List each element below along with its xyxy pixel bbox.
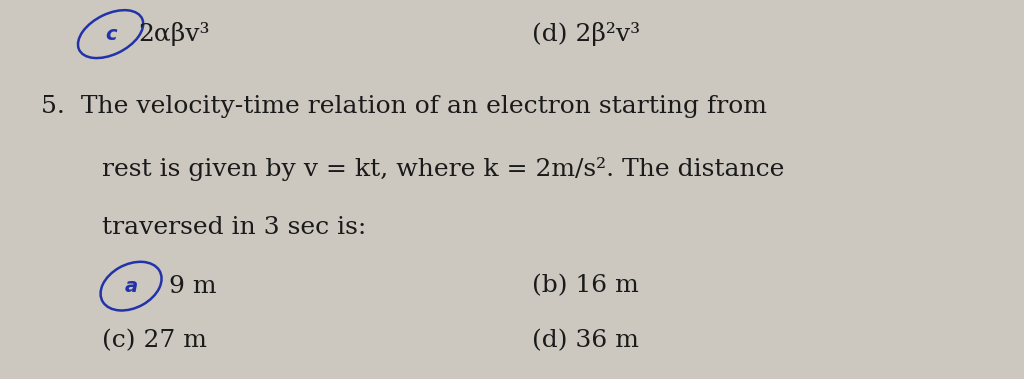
Text: (d) 36 m: (d) 36 m xyxy=(532,330,639,352)
Text: (c) 27 m: (c) 27 m xyxy=(102,330,207,352)
Text: traversed in 3 sec is:: traversed in 3 sec is: xyxy=(102,216,367,239)
Text: 2αβv³: 2αβv³ xyxy=(138,22,210,46)
Text: 5.  The velocity-time relation of an electron starting from: 5. The velocity-time relation of an elec… xyxy=(41,95,767,117)
Text: c: c xyxy=(104,25,117,44)
Text: (b) 16 m: (b) 16 m xyxy=(532,275,639,298)
Text: (d) 2β²v³: (d) 2β²v³ xyxy=(532,22,641,46)
Text: 9 m: 9 m xyxy=(169,275,216,298)
Text: a: a xyxy=(125,277,137,296)
Text: rest is given by v = kt, where k = 2m/s². The distance: rest is given by v = kt, where k = 2m/s²… xyxy=(102,157,784,181)
